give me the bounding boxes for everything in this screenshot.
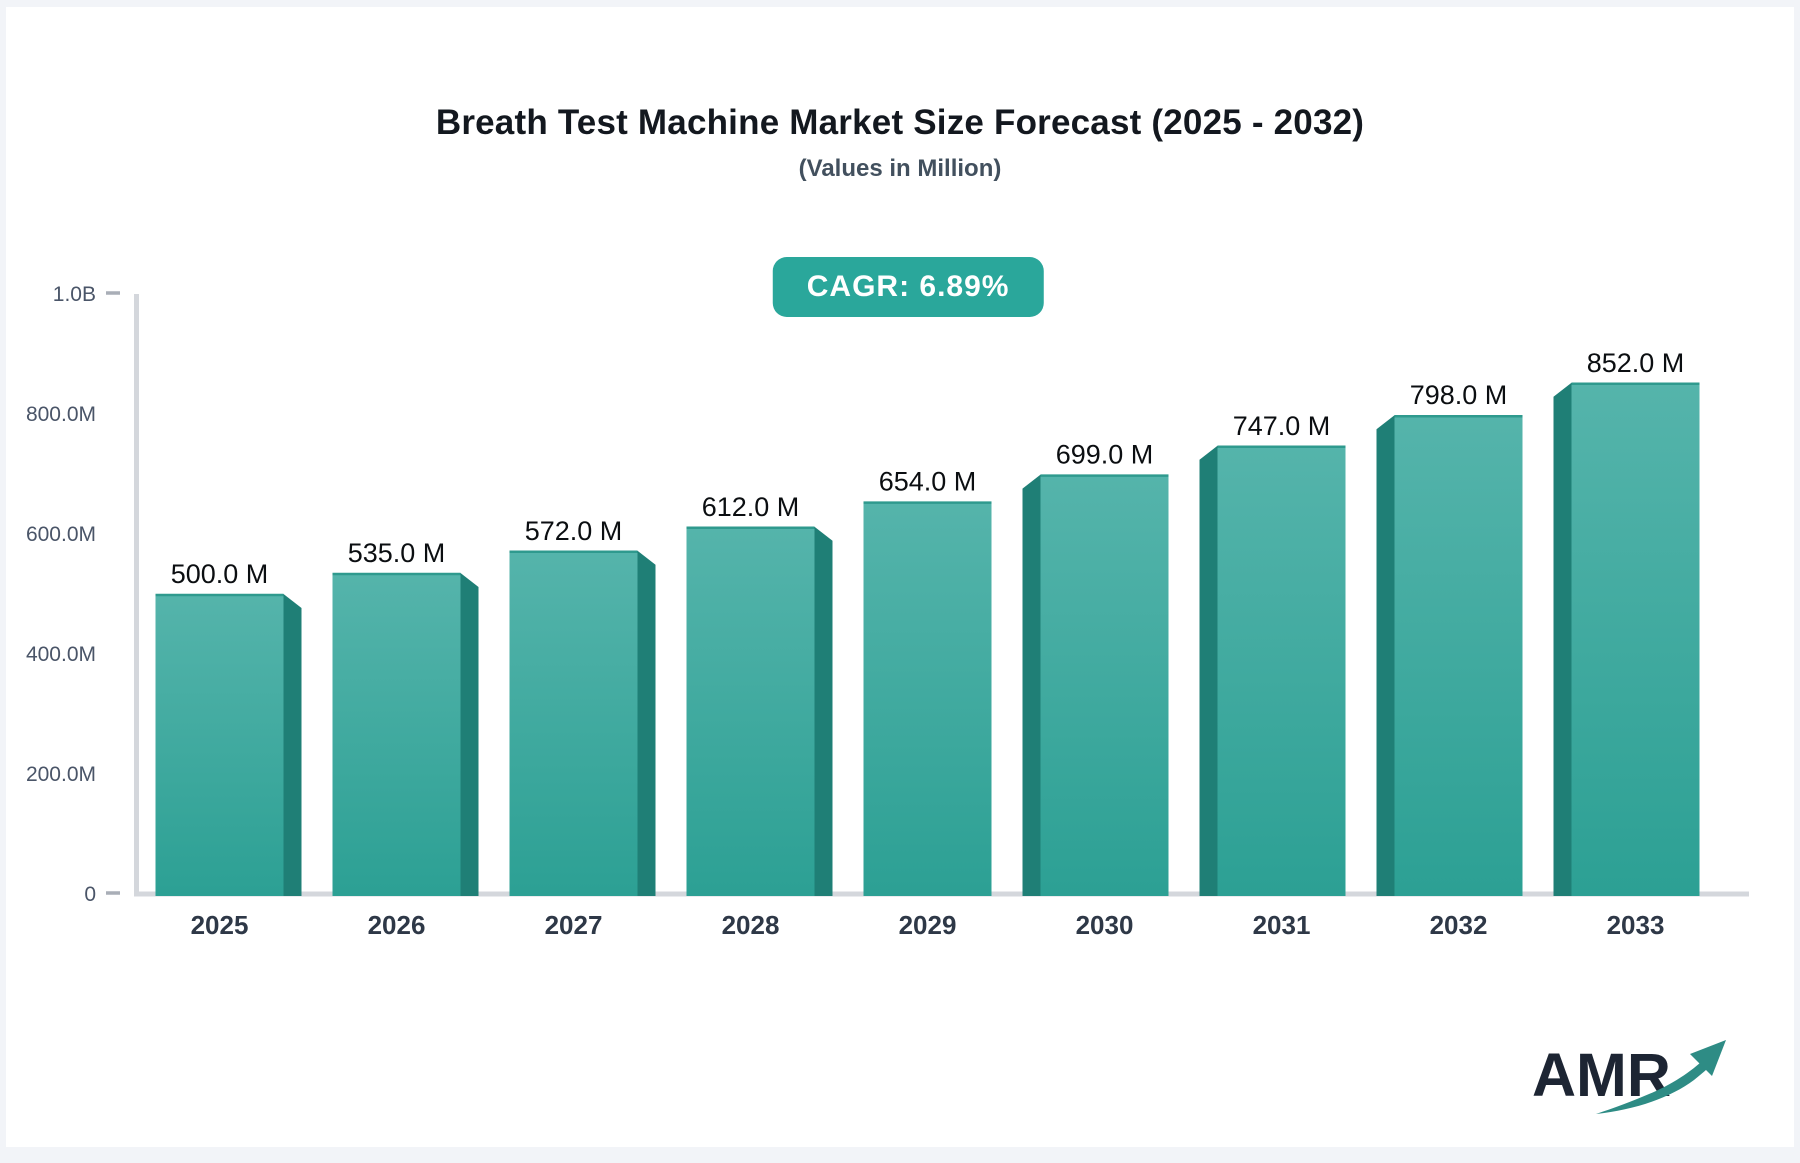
x-axis-label: 2033 xyxy=(1607,910,1665,940)
bar-2032 xyxy=(1394,415,1523,896)
bar-2028 xyxy=(686,526,815,896)
amr-logo: AMR xyxy=(1526,1032,1726,1122)
bar-value-label: 852.0 M xyxy=(1587,348,1685,378)
bar-side-face xyxy=(1199,445,1218,896)
bar-side-face xyxy=(1022,474,1041,896)
y-axis-label: 600.0M xyxy=(26,523,96,546)
chart-subtitle: (Values in Million) xyxy=(798,155,1002,182)
chart-card: Breath Test Machine Market Size Forecast… xyxy=(6,7,1794,1147)
bar-layer xyxy=(155,382,1700,896)
bar-value-label: 747.0 M xyxy=(1233,411,1331,441)
cagr-badge: CAGR: 6.89% xyxy=(772,257,1044,317)
label-layer: 500.0 M 2025 535.0 M 2026 572.0 M 2027 612.0 M… xyxy=(171,348,1685,940)
bar-2029 xyxy=(863,501,992,896)
bar-value-label: 535.0 M xyxy=(348,538,446,568)
bar-value-label: 500.0 M xyxy=(171,559,269,589)
y-axis-label: 0 xyxy=(84,883,96,906)
bar-side-face xyxy=(460,573,479,896)
x-axis-label: 2026 xyxy=(368,910,426,940)
bar-2027 xyxy=(509,550,638,896)
bar-value-label: 612.0 M xyxy=(702,492,800,522)
x-axis-label: 2027 xyxy=(545,910,603,940)
bar-2030 xyxy=(1040,474,1169,896)
x-axis-label: 2028 xyxy=(722,910,780,940)
x-axis-label: 2032 xyxy=(1430,910,1488,940)
bar-value-label: 572.0 M xyxy=(525,516,623,546)
bar-side-face xyxy=(637,550,656,896)
y-axis-label: 1.0B xyxy=(53,283,96,306)
bar-2026 xyxy=(332,573,461,896)
x-axis-label: 2031 xyxy=(1253,910,1311,940)
bar-2025 xyxy=(155,594,284,896)
x-axis-label: 2025 xyxy=(191,910,249,940)
bar-side-face xyxy=(1376,415,1395,896)
bar-side-face xyxy=(283,594,302,896)
bar-2031 xyxy=(1217,445,1346,896)
bar-value-label: 798.0 M xyxy=(1410,380,1508,410)
y-axis-label: 400.0M xyxy=(26,643,96,666)
y-axis-label: 800.0M xyxy=(26,403,96,426)
bar-side-face xyxy=(1553,382,1572,896)
bar-value-label: 654.0 M xyxy=(879,467,977,497)
bar-side-face xyxy=(814,526,833,896)
bar-2033 xyxy=(1571,382,1700,896)
amr-logo-arrow-icon xyxy=(1596,1040,1726,1114)
y-axis-label: 200.0M xyxy=(26,763,96,786)
market-size-bar-chart: 0 200.0M 400.0M 600.0M 800.0M 1.0B 500.0 M 202… xyxy=(26,283,1749,940)
x-axis-label: 2030 xyxy=(1076,910,1134,940)
chart-title: Breath Test Machine Market Size Forecast… xyxy=(435,103,1365,142)
bar-value-label: 699.0 M xyxy=(1056,440,1154,470)
x-axis-label: 2029 xyxy=(899,910,957,940)
